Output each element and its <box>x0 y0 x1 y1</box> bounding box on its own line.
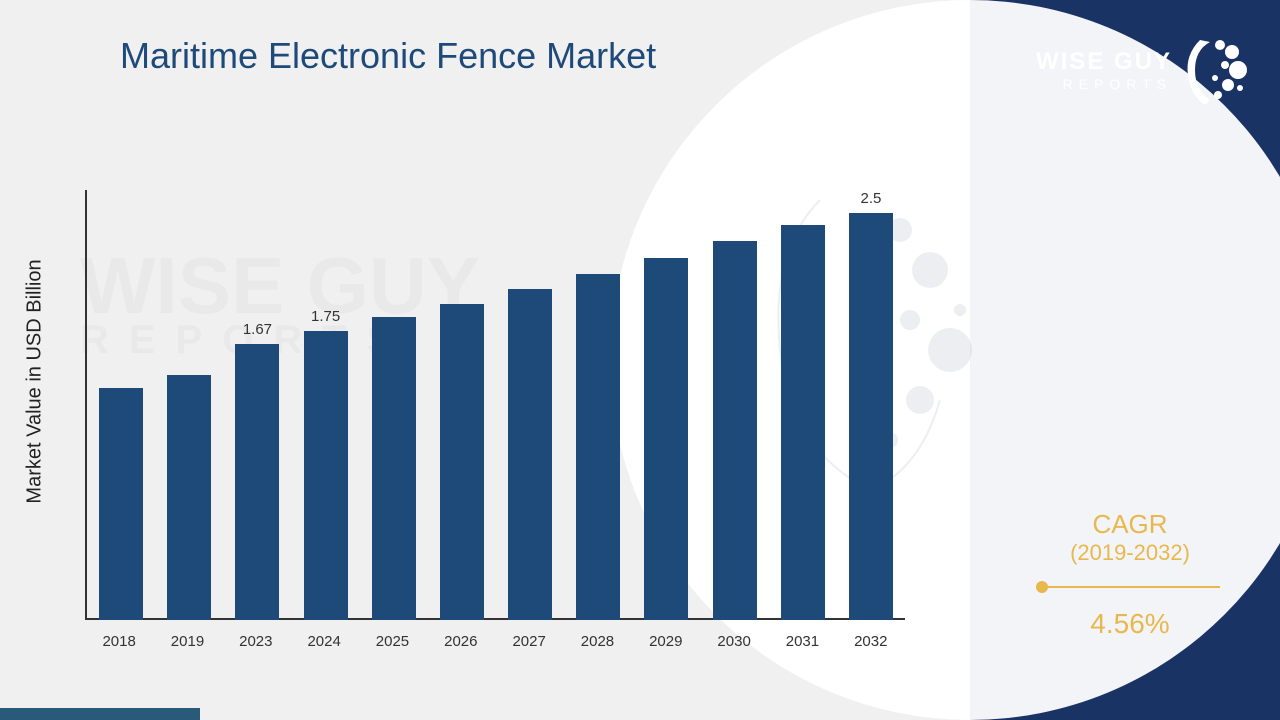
bar <box>576 274 620 620</box>
bar-value-label: 1.75 <box>311 308 340 325</box>
x-tick-label: 2027 <box>495 633 563 650</box>
bar <box>644 258 688 620</box>
x-tick-label: 2031 <box>768 633 836 650</box>
cagr-range: (2019-2032) <box>1040 540 1220 566</box>
x-tick-label: 2023 <box>222 633 290 650</box>
bar-group <box>564 190 632 620</box>
bar <box>372 317 416 620</box>
logo-text: WISE GUY REPORTS <box>1036 48 1172 92</box>
x-tick-label: 2025 <box>358 633 426 650</box>
bar <box>781 225 825 620</box>
bar <box>508 289 552 620</box>
y-axis-label: Market Value in USD Billion <box>24 259 47 503</box>
bar-value-label: 2.5 <box>861 190 882 207</box>
chart-title: Maritime Electronic Fence Market <box>120 35 656 77</box>
bars-container: 1.67 1.75 2.5 <box>85 190 905 620</box>
bar-group <box>360 190 428 620</box>
bar <box>167 375 211 620</box>
brand-logo: WISE GUY REPORTS <box>1036 30 1250 110</box>
bar-group <box>87 190 155 620</box>
bar <box>440 304 484 620</box>
bar <box>99 388 143 620</box>
bar <box>304 331 348 620</box>
bar-group <box>428 190 496 620</box>
bar-group <box>769 190 837 620</box>
cagr-divider <box>1040 586 1220 588</box>
x-tick-label: 2026 <box>427 633 495 650</box>
x-tick-label: 2028 <box>563 633 631 650</box>
x-tick-label: 2032 <box>837 633 905 650</box>
bar-group: 1.75 <box>292 190 360 620</box>
cagr-value: 4.56% <box>1040 608 1220 640</box>
x-tick-label: 2029 <box>632 633 700 650</box>
logo-line2: REPORTS <box>1036 76 1172 92</box>
bar-group <box>701 190 769 620</box>
chart-area: 1.67 1.75 2.5 <box>85 190 905 620</box>
x-tick-label: 2024 <box>290 633 358 650</box>
x-axis-labels: 2018201920232024202520262027202820292030… <box>85 633 905 650</box>
bar <box>713 241 757 620</box>
x-tick-label: 2019 <box>153 633 221 650</box>
bar-group <box>632 190 700 620</box>
bottom-accent-bar <box>0 708 200 720</box>
bar-group <box>496 190 564 620</box>
bar-group: 2.5 <box>837 190 905 620</box>
bar-group <box>155 190 223 620</box>
bar <box>849 213 893 620</box>
logo-head-icon <box>1180 30 1250 110</box>
cagr-title: CAGR <box>1040 509 1220 540</box>
cagr-block: CAGR (2019-2032) 4.56% <box>1040 509 1220 640</box>
bar <box>235 344 279 620</box>
logo-line1: WISE GUY <box>1036 48 1172 76</box>
x-tick-label: 2030 <box>700 633 768 650</box>
bar-group: 1.67 <box>223 190 291 620</box>
bar-value-label: 1.67 <box>243 321 272 338</box>
x-tick-label: 2018 <box>85 633 153 650</box>
